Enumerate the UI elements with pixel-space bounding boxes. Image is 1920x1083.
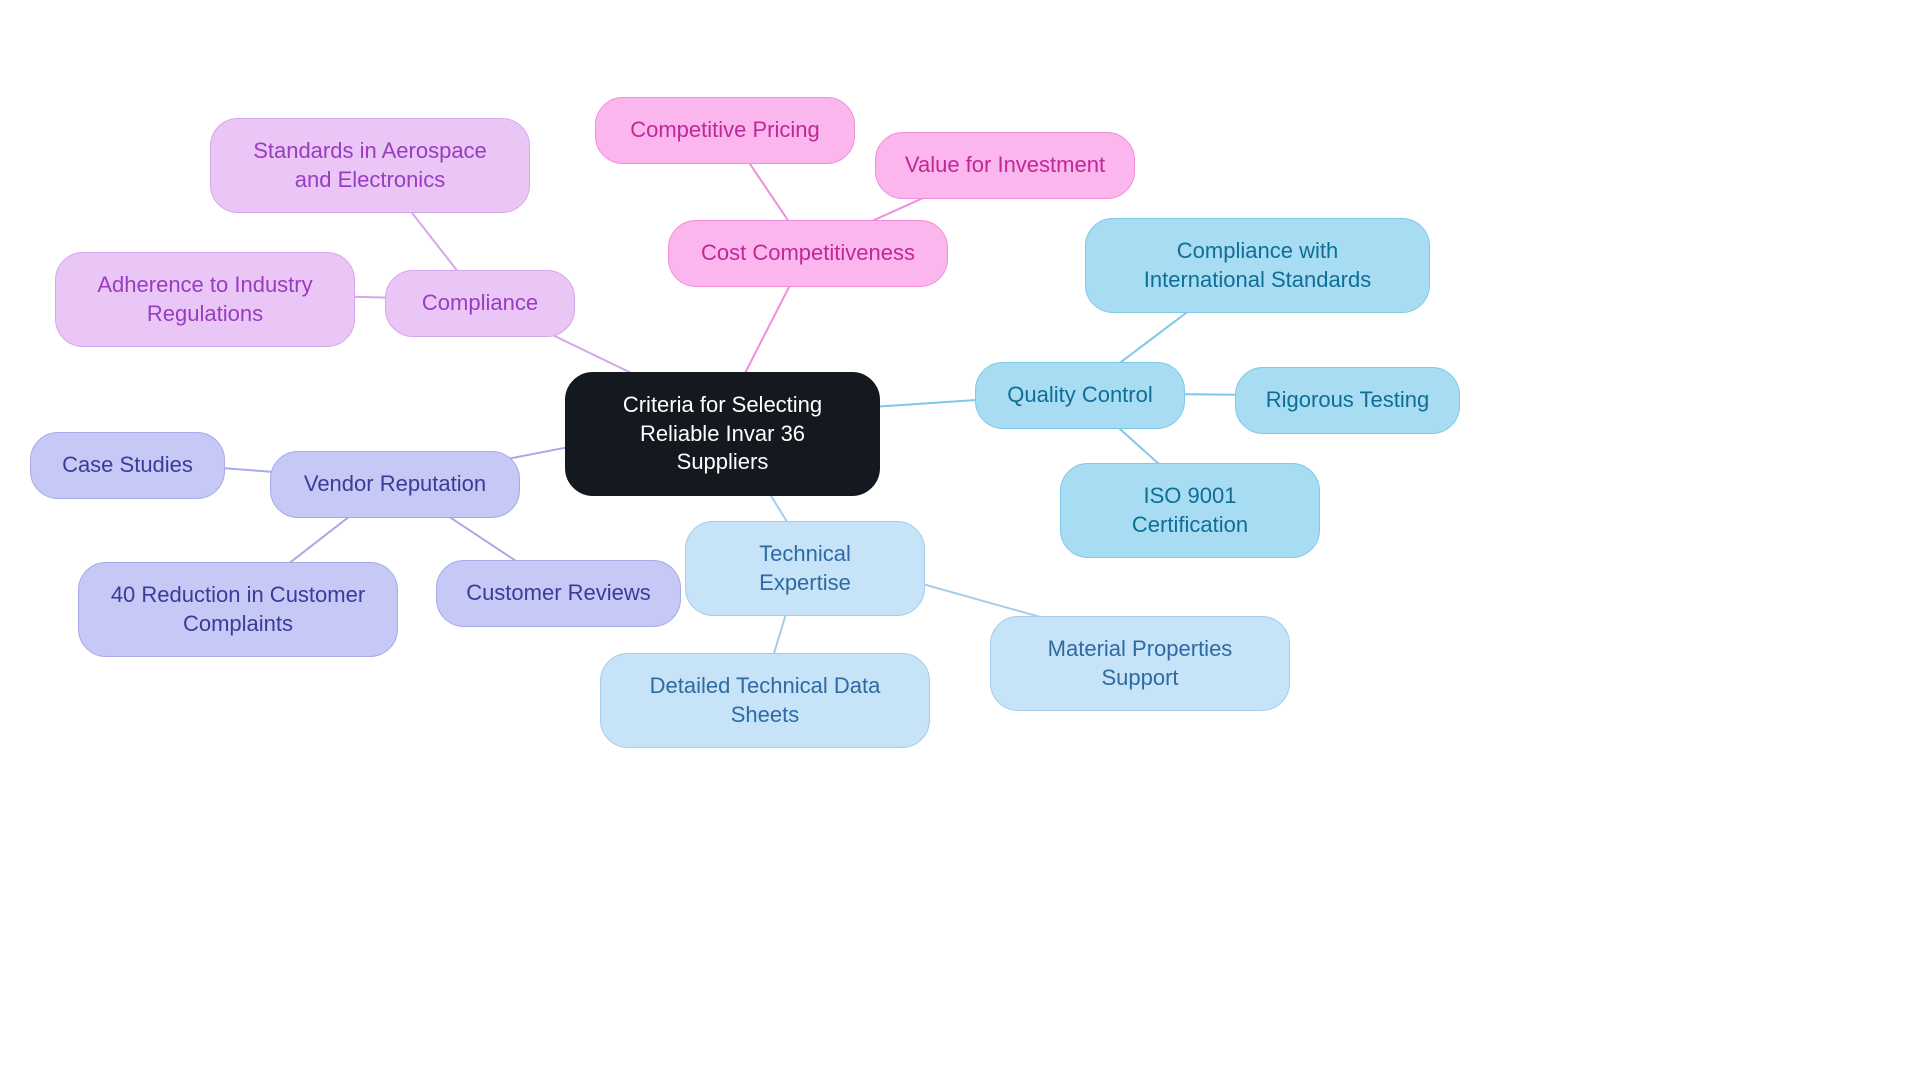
leaf-compliance-1: Adherence to Industry Regulations	[55, 252, 355, 347]
leaf-vendor-2: Customer Reviews	[436, 560, 681, 627]
leaf-technical-1: Material Properties Support	[990, 616, 1290, 711]
center-node: Criteria for Selecting Reliable Invar 36…	[565, 372, 880, 496]
leaf-technical-0: Detailed Technical Data Sheets	[600, 653, 930, 748]
branch-vendor: Vendor Reputation	[270, 451, 520, 518]
leaf-quality-0: Compliance with International Standards	[1085, 218, 1430, 313]
branch-quality: Quality Control	[975, 362, 1185, 429]
leaf-vendor-0: Case Studies	[30, 432, 225, 499]
leaf-quality-1: Rigorous Testing	[1235, 367, 1460, 434]
branch-compliance: Compliance	[385, 270, 575, 337]
leaf-vendor-1: 40 Reduction in Customer Complaints	[78, 562, 398, 657]
branch-technical: Technical Expertise	[685, 521, 925, 616]
leaf-cost-0: Competitive Pricing	[595, 97, 855, 164]
branch-cost: Cost Competitiveness	[668, 220, 948, 287]
leaf-quality-2: ISO 9001 Certification	[1060, 463, 1320, 558]
leaf-compliance-0: Standards in Aerospace and Electronics	[210, 118, 530, 213]
leaf-cost-1: Value for Investment	[875, 132, 1135, 199]
